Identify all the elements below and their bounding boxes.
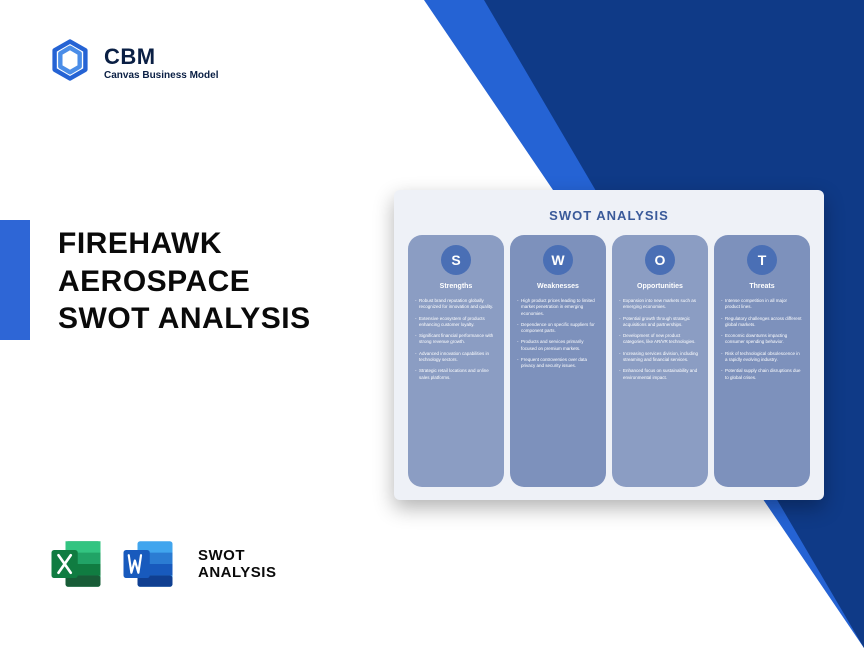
swot-item: Enhanced focus on sustainability and env… bbox=[619, 368, 701, 381]
swot-item: Strategic retail locations and online sa… bbox=[415, 368, 497, 381]
swot-item: Regulatory challenges across different g… bbox=[721, 316, 803, 329]
swot-items-list: Expansion into new markets such as emerg… bbox=[619, 298, 701, 386]
swot-item: Significant financial performance with s… bbox=[415, 333, 497, 346]
title-line-2: AEROSPACE bbox=[58, 263, 311, 301]
swot-items-list: High product prices leading to limited m… bbox=[517, 298, 599, 375]
swot-letter-circle: O bbox=[645, 245, 675, 275]
swot-letter-circle: W bbox=[543, 245, 573, 275]
swot-heading: Weaknesses bbox=[537, 283, 579, 290]
swot-item: Expansion into new markets such as emerg… bbox=[619, 298, 701, 311]
logo-icon bbox=[48, 38, 92, 87]
swot-item: Intense competition in all major product… bbox=[721, 298, 803, 311]
swot-column: S Strengths Robust brand reputation global… bbox=[408, 235, 504, 487]
swot-panel-title: SWOT ANALYSIS bbox=[408, 208, 810, 223]
excel-icon bbox=[48, 536, 104, 592]
swot-item: Development of new product categories, l… bbox=[619, 333, 701, 346]
swot-panel: SWOT ANALYSIS S Strengths Robust brand rep… bbox=[394, 190, 824, 500]
footer-text: SWOT ANALYSIS bbox=[198, 547, 276, 581]
swot-item: Products and services primarily focused … bbox=[517, 339, 599, 352]
header-logo: CBM Canvas Business Model bbox=[48, 38, 218, 87]
swot-item: Potential growth through strategic acqui… bbox=[619, 316, 701, 329]
swot-item: Risk of technological obsolescence in a … bbox=[721, 351, 803, 364]
swot-column: W Weaknesses High product prices leading t… bbox=[510, 235, 606, 487]
swot-column: T Threats Intense competition in all major… bbox=[714, 235, 810, 487]
swot-item: Dependence on specific suppliers for com… bbox=[517, 322, 599, 335]
swot-item: Potential supply chain disruptions due t… bbox=[721, 368, 803, 381]
side-accent-bar bbox=[0, 220, 30, 340]
swot-item: Extensive ecosystem of products enhancin… bbox=[415, 316, 497, 329]
swot-columns: S Strengths Robust brand reputation global… bbox=[408, 235, 810, 487]
swot-heading: Threats bbox=[749, 283, 774, 290]
logo-title: CBM bbox=[104, 44, 218, 70]
swot-item: Increasing services division, including … bbox=[619, 351, 701, 364]
footer-block: SWOT ANALYSIS bbox=[48, 536, 276, 592]
swot-item: Advanced innovation capabilities in tech… bbox=[415, 351, 497, 364]
swot-item: Robust brand reputation globally recogni… bbox=[415, 298, 497, 311]
swot-column: O Opportunities Expansion into new markets… bbox=[612, 235, 708, 487]
title-block: FIREHAWK AEROSPACE SWOT ANALYSIS bbox=[58, 225, 311, 338]
title-line-1: FIREHAWK bbox=[58, 225, 311, 263]
swot-item: High product prices leading to limited m… bbox=[517, 298, 599, 317]
swot-item: Economic downturns impacting consumer sp… bbox=[721, 333, 803, 346]
swot-letter-circle: S bbox=[441, 245, 471, 275]
logo-subtitle: Canvas Business Model bbox=[104, 70, 218, 81]
title-line-3: SWOT ANALYSIS bbox=[58, 300, 311, 338]
footer-line-1: SWOT bbox=[198, 547, 276, 564]
footer-line-2: ANALYSIS bbox=[198, 564, 276, 581]
swot-heading: Strengths bbox=[440, 283, 473, 290]
swot-letter-circle: T bbox=[747, 245, 777, 275]
swot-item: Frequent controversies over data privacy… bbox=[517, 357, 599, 370]
swot-heading: Opportunities bbox=[637, 283, 683, 290]
swot-items-list: Robust brand reputation globally recogni… bbox=[415, 298, 497, 386]
logo-text: CBM Canvas Business Model bbox=[104, 44, 218, 81]
word-icon bbox=[120, 536, 176, 592]
swot-items-list: Intense competition in all major product… bbox=[721, 298, 803, 386]
